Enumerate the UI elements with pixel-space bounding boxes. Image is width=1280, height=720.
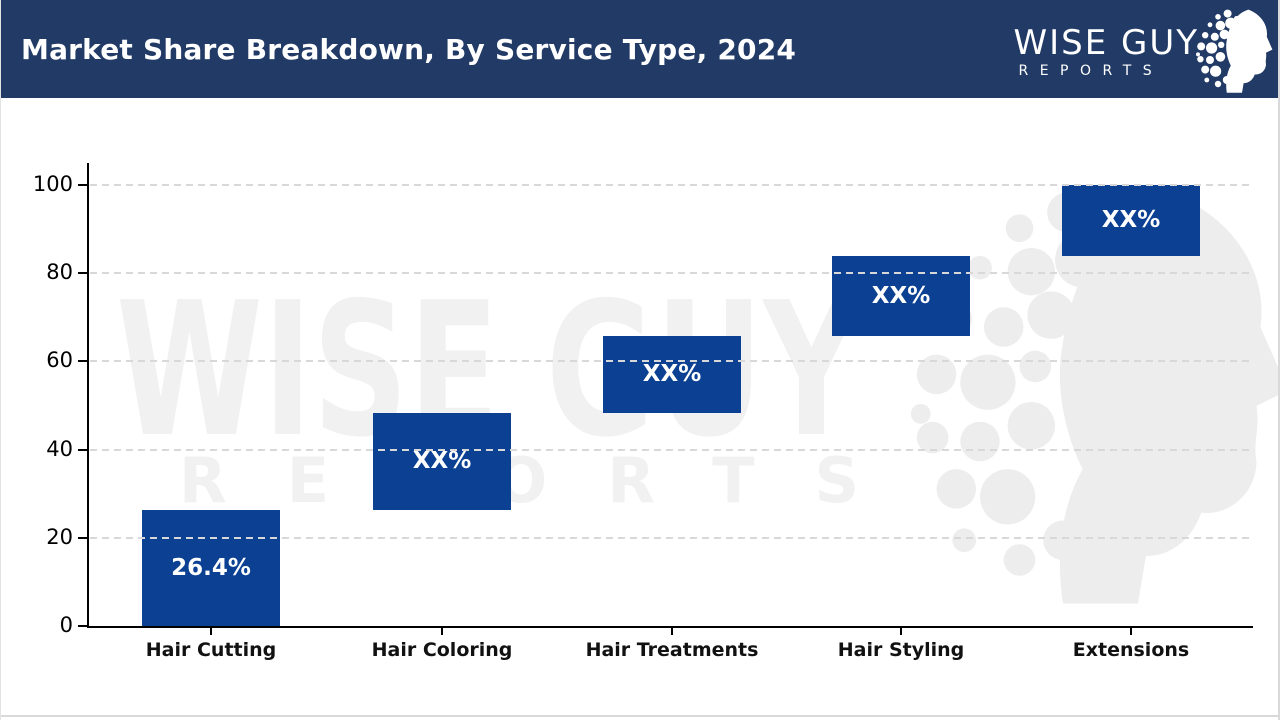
watermark-tagline: REPORTS <box>179 444 920 517</box>
x-tick-4 <box>1130 628 1132 635</box>
x-tick-0 <box>210 628 212 635</box>
gridline-80 <box>90 272 1253 275</box>
x-tick-1 <box>441 628 443 635</box>
x-axis-spine <box>87 626 1253 628</box>
gridline-60 <box>90 360 1253 363</box>
logo-text: WISE GUY REPORTS <box>1013 22 1199 80</box>
logo-name: WISE GUY <box>1013 22 1199 63</box>
y-tick-label-80: 80 <box>46 260 73 285</box>
y-tick-label-40: 40 <box>46 436 73 461</box>
bar-value-label: XX% <box>642 361 702 388</box>
logo-tagline: REPORTS <box>1018 63 1164 80</box>
bar-value-label: XX% <box>1101 207 1161 234</box>
header-bar: Market Share Breakdown, By Service Type,… <box>1 0 1278 98</box>
y-tick-label-100: 100 <box>32 172 73 196</box>
bar-value-label: XX% <box>412 448 472 475</box>
bar-value-label: XX% <box>871 282 931 309</box>
y-tick-60 <box>78 360 87 363</box>
gridline-100 <box>90 184 1253 186</box>
y-axis-spine <box>87 162 89 628</box>
y-tick-80 <box>78 272 87 275</box>
bar-hair-cutting: 26.4% <box>142 509 280 626</box>
wise-guy-logo: WISE GUY REPORTS <box>1013 8 1275 96</box>
bar-extensions: XX% <box>1062 185 1200 256</box>
x-label-hair-coloring: Hair Coloring <box>371 639 513 661</box>
y-tick-label-60: 60 <box>46 348 73 373</box>
x-label-hair-treatments: Hair Treatments <box>585 639 759 661</box>
bar-hair-coloring: XX% <box>373 412 511 510</box>
x-tick-3 <box>900 628 902 635</box>
y-tick-0 <box>78 625 87 627</box>
bar-hair-treatments: XX% <box>603 335 741 413</box>
footer-divider <box>1 715 1278 717</box>
x-label-extensions: Extensions <box>1072 639 1190 661</box>
logo-head-icon <box>1193 8 1275 96</box>
y-tick-label-20: 20 <box>46 524 73 549</box>
waterfall-chart: 26.4% XX% XX% XX% XX% 0 20 40 60 80 100 Hair Cuttin… <box>1 98 1278 720</box>
bar-hair-styling: XX% <box>832 255 970 336</box>
x-tick-2 <box>671 628 673 635</box>
x-label-hair-cutting: Hair Cutting <box>145 639 277 661</box>
y-tick-40 <box>78 448 87 451</box>
x-label-hair-styling: Hair Styling <box>837 639 965 661</box>
gridline-40 <box>90 448 1253 451</box>
gridline-20 <box>90 536 1253 539</box>
y-tick-20 <box>78 536 87 539</box>
y-tick-100 <box>78 184 87 186</box>
page-title: Market Share Breakdown, By Service Type,… <box>21 32 797 66</box>
y-tick-label-0: 0 <box>59 613 73 637</box>
bar-value-label: 26.4% <box>171 554 251 581</box>
